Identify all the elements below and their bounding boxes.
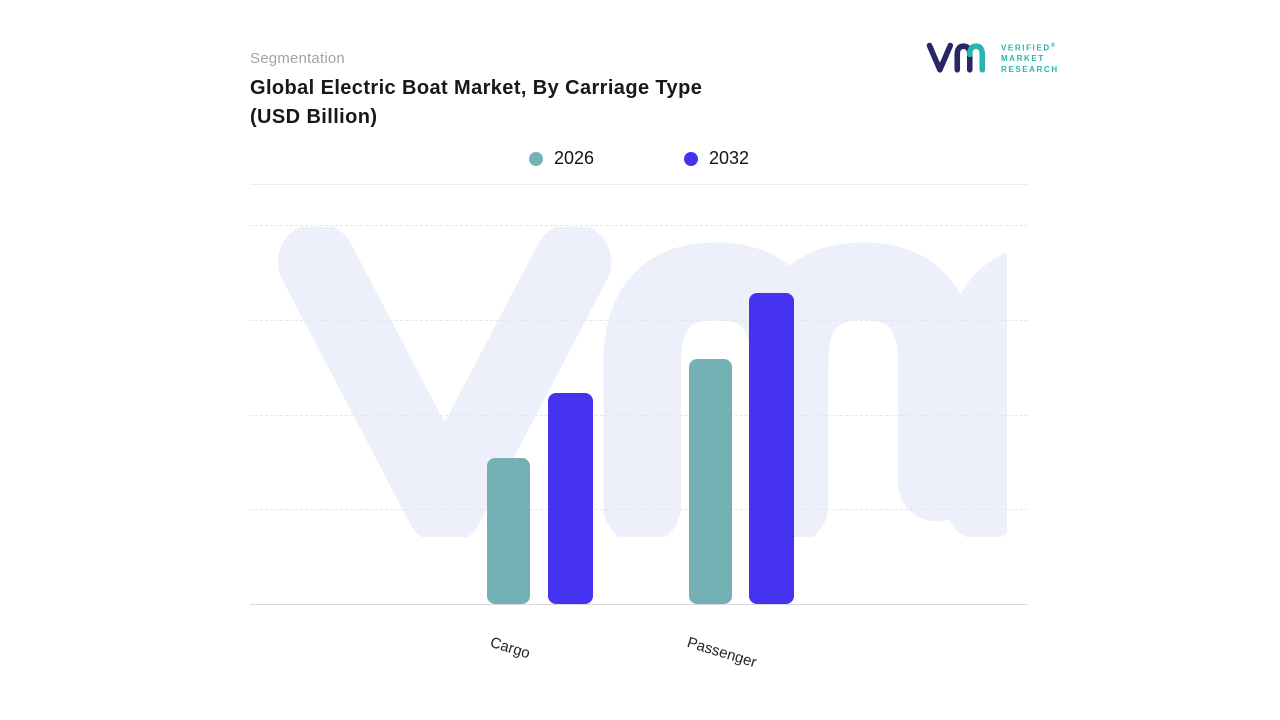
bar-passenger-2032	[749, 293, 794, 604]
brand-name: VERIFIED® MARKET RESEARCH	[1001, 41, 1059, 76]
brand-name-line2: MARKET	[1001, 54, 1045, 64]
bar-cargo-2026	[487, 458, 530, 604]
vmr-logo: VERIFIED® MARKET RESEARCH	[926, 40, 1059, 76]
vmr-watermark-icon	[278, 227, 1007, 537]
gridline-25	[250, 319, 1028, 321]
chart-title-line2: (USD Billion)	[250, 106, 378, 128]
legend-item-2026: 2026	[528, 148, 594, 169]
x-axis-label-passenger: Passenger	[685, 634, 759, 672]
gridline-50	[250, 414, 1028, 416]
chart-title: Global Electric Boat Market, By Carriage…	[250, 74, 850, 132]
bar-cargo-2032	[548, 392, 593, 604]
registered-mark: ®	[1050, 42, 1056, 49]
legend: 2026 2032	[250, 148, 1028, 169]
legend-dot-2026	[528, 151, 543, 166]
vmr-monogram-icon	[926, 42, 986, 73]
gridline-top	[250, 225, 1028, 226]
brand-name-line3: RESEARCH	[1001, 65, 1059, 75]
legend-dot-2032	[684, 151, 698, 166]
legend-item-2032: 2032	[684, 148, 749, 169]
legend-label-2026: 2026	[553, 148, 594, 168]
plot-area	[250, 225, 1028, 605]
x-axis-label-cargo: Cargo	[488, 634, 533, 663]
chart-title-line1: Global Electric Boat Market, By Carriage…	[250, 77, 703, 99]
brand-name-line1: VERIFIED®	[1001, 42, 1056, 53]
gridline-75	[250, 509, 1028, 511]
header-divider	[250, 184, 1028, 185]
bar-passenger-2026	[689, 358, 732, 604]
legend-label-2032: 2032	[709, 148, 750, 168]
segmentation-eyebrow: Segmentation	[250, 50, 345, 67]
